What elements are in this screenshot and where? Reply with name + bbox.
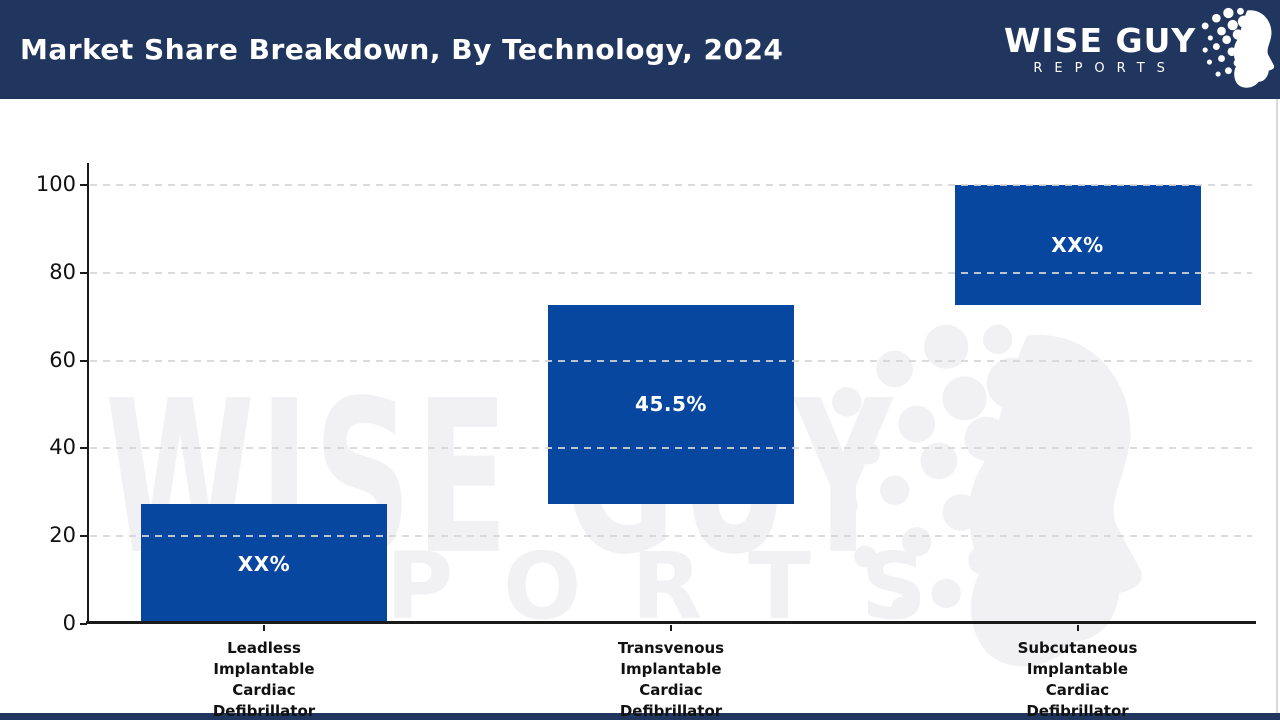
x-axis-category-label-line: Defibrillator bbox=[212, 702, 316, 720]
brand-name: WISE GUY bbox=[1004, 21, 1197, 60]
bar-segment: XX% bbox=[954, 185, 1201, 305]
x-axis-tick bbox=[670, 625, 672, 631]
y-axis-tick bbox=[80, 271, 87, 274]
y-axis-tick-label: 40 bbox=[49, 435, 76, 460]
x-axis-category-label-line: Cardiac bbox=[639, 681, 703, 699]
x-axis-category-label-line: Leadless bbox=[227, 639, 301, 657]
x-axis-category-label-line: Transvenous bbox=[617, 639, 725, 657]
watermark-dot-face-icon bbox=[832, 324, 1142, 667]
y-axis-tick-label: 80 bbox=[49, 259, 76, 284]
y-axis-tick bbox=[80, 359, 87, 362]
x-axis-tick bbox=[1076, 625, 1079, 631]
y-axis-tick-label: 100 bbox=[35, 172, 76, 196]
x-axis-category-label-line: Cardiac bbox=[1045, 681, 1110, 699]
x-axis-category-label: Subcutaneous Implantable Cardiac Defibrilla… bbox=[918, 638, 1238, 720]
y-axis-tick bbox=[80, 447, 87, 450]
brand-logo-text: WISE GUY REPORTS bbox=[1004, 21, 1197, 77]
bar-segment: XX% bbox=[141, 504, 387, 624]
image-right-border bbox=[1276, 99, 1278, 713]
x-axis-category-label-line: Cardiac bbox=[232, 681, 296, 699]
y-axis-tick-label: 20 bbox=[49, 523, 76, 548]
x-axis-category-label: Transvenous Implantable Cardiac Defibrillat… bbox=[511, 638, 831, 720]
x-axis-category-label-line: Implantable bbox=[213, 660, 315, 678]
footer-band bbox=[0, 713, 1280, 720]
brand-logo: WISE GUY REPORTS bbox=[1004, 6, 1275, 94]
bar-value-label: XX% bbox=[1051, 232, 1104, 257]
x-axis-category-label-line: Defibrillator bbox=[619, 702, 723, 720]
y-axis-spine bbox=[87, 163, 89, 624]
x-axis-category-label-line: Defibrillator bbox=[1026, 702, 1129, 720]
y-axis-tick bbox=[80, 535, 87, 538]
x-axis-category-label-line: Implantable bbox=[1026, 660, 1129, 678]
y-axis-tick-label: 60 bbox=[49, 347, 76, 372]
header-band: Market Share Breakdown, By Technology, 2… bbox=[0, 0, 1280, 99]
y-gridline bbox=[90, 359, 1252, 362]
x-axis-category-label: Leadless Implantable Cardiac Defibrillator bbox=[104, 638, 424, 720]
x-axis-tick bbox=[263, 625, 265, 631]
y-gridline bbox=[90, 184, 1252, 186]
brand-subtitle: REPORTS bbox=[1033, 61, 1177, 76]
dot-face-logo-icon bbox=[1202, 7, 1275, 88]
bar-value-label: XX% bbox=[237, 552, 291, 577]
bar-value-label: 45.5% bbox=[635, 392, 707, 417]
x-axis-category-label-line: Subcutaneous bbox=[1017, 639, 1138, 657]
x-axis-category-label-line: Implantable bbox=[620, 660, 722, 678]
y-gridline bbox=[90, 271, 1252, 274]
y-axis-tick bbox=[80, 623, 87, 625]
page-title: Market Share Breakdown, By Technology, 2… bbox=[20, 33, 784, 66]
bar-segment: 45.5% bbox=[548, 304, 794, 505]
y-axis-tick-label: 0 bbox=[62, 611, 76, 635]
y-axis-tick bbox=[80, 184, 87, 186]
x-axis-spine bbox=[86, 621, 1256, 624]
y-gridline bbox=[90, 447, 1252, 450]
y-gridline bbox=[90, 535, 1252, 538]
